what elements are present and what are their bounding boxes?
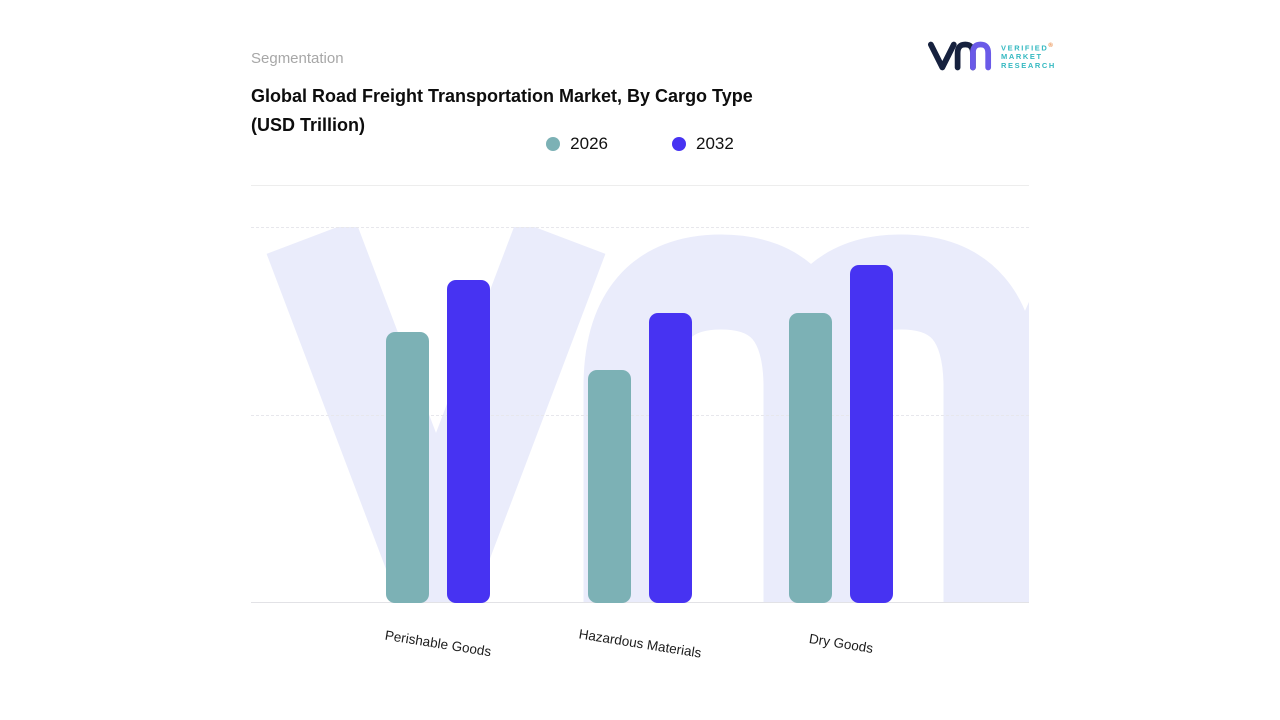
- gridline: [251, 415, 1029, 416]
- chart-title: Global Road Freight Transportation Marke…: [251, 82, 851, 140]
- bar-2026-hazardous-materials[interactable]: [588, 370, 631, 603]
- legend-label: 2032: [696, 134, 734, 153]
- chart-legend: 2026 2032: [251, 134, 1029, 154]
- plot-area: [251, 227, 1029, 603]
- legend-swatch-icon: [546, 137, 561, 151]
- bar-2032-dry-goods[interactable]: [850, 265, 893, 603]
- gridline: [251, 227, 1029, 228]
- bar-2032-perishable-goods[interactable]: [447, 280, 490, 603]
- vmr-logo-line-2: MARKET: [1001, 52, 1043, 62]
- legend-item-2032[interactable]: 2032: [672, 134, 734, 154]
- vmr-logo-text: VERIFIED® MARKET RESEARCH: [1001, 42, 1056, 71]
- vmr-logo-line-1: VERIFIED®: [1001, 42, 1053, 53]
- x-axis-label: Hazardous Materials: [577, 626, 703, 661]
- bar-groups: [251, 227, 1029, 603]
- chart-title-line-1: Global Road Freight Transportation Marke…: [251, 86, 753, 106]
- bar-2026-perishable-goods[interactable]: [386, 332, 429, 603]
- bar-2026-dry-goods[interactable]: [789, 313, 832, 603]
- section-label: Segmentation: [251, 50, 344, 67]
- legend-label: 2026: [570, 134, 608, 153]
- vmr-logo-line-3: RESEARCH: [1001, 61, 1056, 71]
- x-axis-line: [251, 602, 1029, 603]
- bar-group-hazardous-materials: [588, 313, 692, 603]
- x-axis-labels: Perishable Goods Hazardous Materials Dry G…: [251, 603, 1029, 703]
- bar-2032-hazardous-materials[interactable]: [649, 313, 692, 603]
- x-axis-label: Perishable Goods: [383, 627, 493, 660]
- bar-group-perishable-goods: [386, 280, 490, 603]
- legend-item-2026[interactable]: 2026: [546, 134, 608, 154]
- registered-mark: ®: [1048, 42, 1053, 49]
- chart-title-line-2: (USD Trillion): [251, 115, 365, 135]
- header-divider: [251, 185, 1029, 186]
- vmr-logo: VERIFIED® MARKET RESEARCH: [928, 38, 1056, 74]
- legend-swatch-icon: [672, 137, 686, 151]
- bar-group-dry-goods: [789, 265, 893, 603]
- x-axis-label: Dry Goods: [808, 631, 875, 656]
- vmr-monogram-icon: [928, 41, 992, 71]
